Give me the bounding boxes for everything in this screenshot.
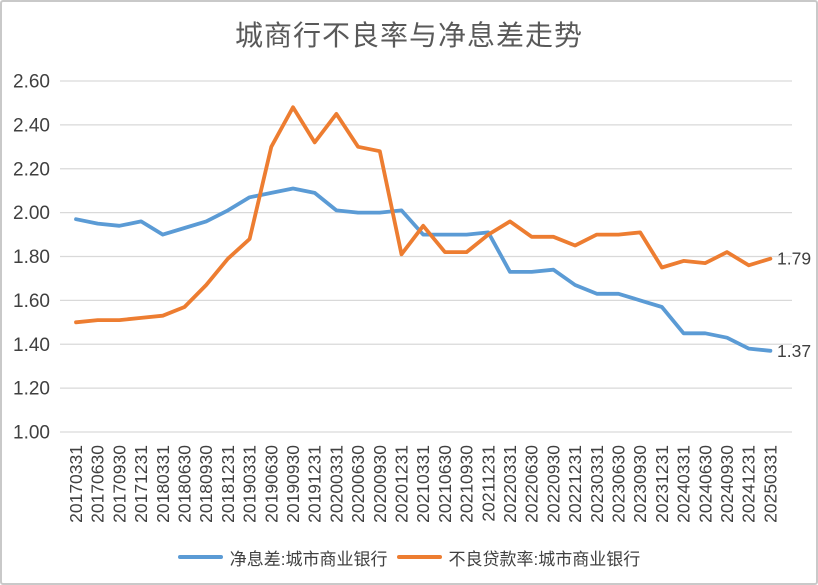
x-tick-label: 20240331 xyxy=(674,445,694,523)
y-tick-label: 1.60 xyxy=(13,291,50,312)
x-tick-label: 20230331 xyxy=(587,445,607,523)
x-tick-label: 20210630 xyxy=(435,445,455,523)
x-tick-label: 20230930 xyxy=(630,445,650,523)
legend-swatch-icon xyxy=(177,554,223,560)
x-tick-label: 20170930 xyxy=(109,445,129,523)
x-tick-label: 20220630 xyxy=(522,445,542,523)
nim-end-value-label: 1.37 xyxy=(777,341,811,361)
x-tick-label: 20241231 xyxy=(739,445,759,523)
x-tick-label: 20220331 xyxy=(500,445,520,523)
y-tick-label: 1.00 xyxy=(13,423,50,444)
y-tick-label: 2.40 xyxy=(13,115,50,136)
legend-item: 不良贷款率:城市商业银行 xyxy=(396,545,641,570)
x-tick-label: 20221231 xyxy=(565,445,585,523)
y-tick-label: 2.20 xyxy=(13,159,50,180)
x-tick-label: 20190331 xyxy=(240,445,260,523)
x-tick-label: 20170331 xyxy=(66,445,86,523)
y-tick-label: 2.60 xyxy=(13,72,50,93)
x-tick-label: 20180331 xyxy=(153,445,173,523)
x-tick-label: 20220930 xyxy=(543,445,563,523)
x-tick-label: 20190630 xyxy=(261,445,281,523)
y-tick-label: 1.20 xyxy=(13,379,50,400)
x-tick-label: 20201231 xyxy=(392,445,412,523)
chart-title: 城商行不良率与净息差走势 xyxy=(234,20,583,51)
chart-legend: 净息差:城市商业银行 不良贷款率:城市商业银行 xyxy=(2,544,816,570)
npl-series-line xyxy=(74,105,773,325)
x-tick-label: 20231231 xyxy=(652,445,672,523)
legend-item: 净息差:城市商业银行 xyxy=(177,545,388,570)
line-chart-plot-area: 1.00 1.20 1.40 1.60 1.80 2.00 2.20 2.40 2.60 2017… xyxy=(13,72,811,523)
y-tick-label: 1.80 xyxy=(13,247,50,268)
legend-swatch-icon xyxy=(396,554,442,560)
x-tick-label: 20210331 xyxy=(413,445,433,523)
x-tick-label: 20200331 xyxy=(326,445,346,523)
x-tick-label: 20171231 xyxy=(131,445,151,523)
x-tick-label: 20170630 xyxy=(88,445,108,523)
x-tick-label: 20210930 xyxy=(457,445,477,523)
legend-label: 不良贷款率:城市商业银行 xyxy=(448,549,641,569)
x-tick-label: 20180630 xyxy=(175,445,195,523)
nim-series-line xyxy=(74,186,773,353)
x-tick-label: 20190930 xyxy=(283,445,303,523)
x-tick-label: 20240630 xyxy=(695,445,715,523)
legend-label: 净息差:城市商业银行 xyxy=(229,549,388,569)
y-tick-label: 2.00 xyxy=(13,203,50,224)
x-tick-label: 20191231 xyxy=(305,445,325,523)
npl-end-value-label: 1.79 xyxy=(777,249,811,269)
x-tick-label: 20240930 xyxy=(717,445,737,523)
x-tick-label: 20211231 xyxy=(478,445,498,522)
x-tick-label: 20230630 xyxy=(609,445,629,523)
x-tick-label: 20180930 xyxy=(196,445,216,523)
x-tick-label: 20250331 xyxy=(760,445,780,523)
x-tick-label: 20200630 xyxy=(348,445,368,523)
x-tick-label: 20181231 xyxy=(218,445,238,523)
y-tick-label: 1.40 xyxy=(13,335,50,356)
x-tick-label: 20200930 xyxy=(370,445,390,523)
